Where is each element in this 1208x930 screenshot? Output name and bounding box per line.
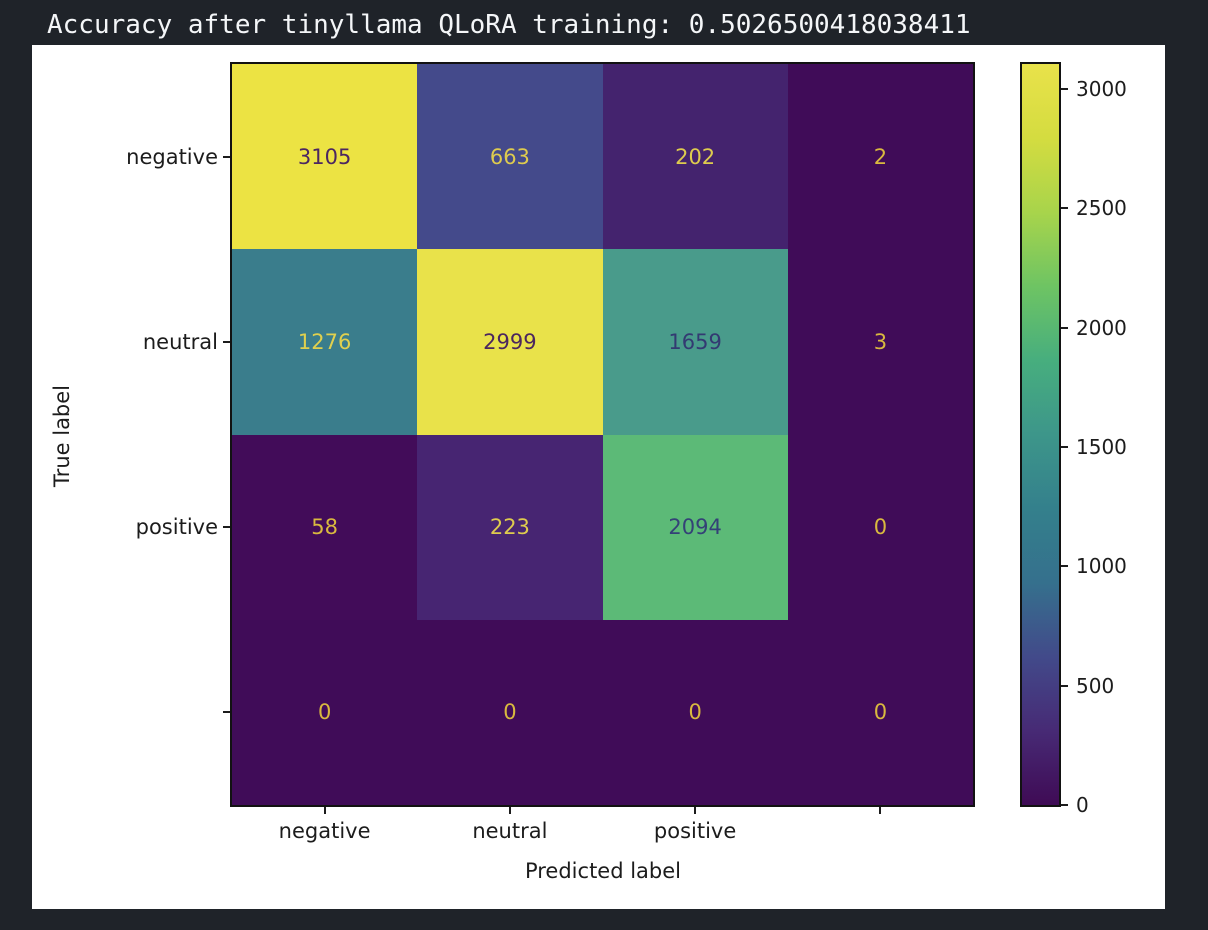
confusion-matrix-cell: 58 bbox=[232, 434, 418, 620]
confusion-matrix-cell: 663 bbox=[417, 64, 603, 250]
colorbar-tick-mark bbox=[1061, 326, 1068, 329]
confusion-matrix-cell: 3 bbox=[787, 249, 973, 435]
x-tick-label bbox=[800, 818, 960, 844]
accuracy-text-line: Accuracy after tinyllama QLoRA training:… bbox=[47, 10, 971, 40]
confusion-matrix-cell: 3105 bbox=[232, 64, 418, 250]
confusion-matrix-cell: 2 bbox=[787, 64, 973, 250]
confusion-matrix-cell: 0 bbox=[787, 434, 973, 620]
x-tick-label: negative bbox=[278, 819, 371, 843]
y-tick-label bbox=[32, 698, 218, 726]
confusion-matrix-cell: 223 bbox=[417, 434, 603, 620]
confusion-matrix-heatmap: 3105 663 202 2 1276 2999 1659 3 58 223 2094 0 0 0 0 0 bbox=[230, 62, 975, 807]
confusion-matrix-cell: 1276 bbox=[232, 249, 418, 435]
colorbar-tick-label: 1000 bbox=[1076, 554, 1127, 579]
colorbar-tick-mark bbox=[1061, 88, 1068, 91]
colorbar-tick-label: 3000 bbox=[1076, 77, 1127, 102]
x-tick-label: positive bbox=[653, 819, 737, 843]
colorbar bbox=[1020, 62, 1061, 807]
x-tick-mark bbox=[508, 807, 511, 814]
colorbar-tick-label: 500 bbox=[1076, 673, 1115, 698]
colorbar-tick-mark bbox=[1061, 565, 1068, 568]
y-tick-label: neutral bbox=[142, 329, 218, 354]
colorbar-tick-mark bbox=[1061, 804, 1068, 806]
colorbar-tick-label: 0 bbox=[1076, 793, 1089, 817]
colorbar-tick-mark bbox=[1061, 446, 1068, 449]
confusion-matrix-cell: 0 bbox=[417, 619, 603, 805]
x-axis-title: Predicted label bbox=[524, 859, 682, 883]
confusion-matrix-cell: 202 bbox=[602, 64, 788, 250]
confusion-matrix-cell: 2999 bbox=[417, 249, 603, 435]
y-tick-label: positive bbox=[135, 515, 218, 540]
confusion-matrix-cell: 1659 bbox=[602, 249, 788, 435]
confusion-matrix-cell: 0 bbox=[787, 619, 973, 805]
colorbar-tick-label: 2000 bbox=[1076, 315, 1127, 340]
colorbar-tick-label: 2500 bbox=[1076, 196, 1127, 221]
y-tick-mark bbox=[223, 526, 230, 529]
x-tick-label: neutral bbox=[472, 819, 548, 843]
y-tick-mark bbox=[223, 155, 230, 158]
colorbar-tick-label: 1500 bbox=[1076, 435, 1127, 460]
y-tick-mark bbox=[223, 711, 230, 714]
colorbar-tick-mark bbox=[1061, 684, 1068, 687]
y-tick-label: negative bbox=[126, 144, 218, 169]
matplotlib-figure: True label 3105 663 202 2 1276 2999 1659 3 58 223… bbox=[32, 45, 1165, 909]
y-axis-title: True label bbox=[50, 384, 74, 488]
x-tick-mark bbox=[694, 807, 697, 814]
confusion-matrix-cell: 2094 bbox=[602, 434, 788, 620]
x-tick-mark bbox=[879, 807, 882, 814]
x-tick-mark bbox=[323, 807, 326, 814]
confusion-matrix-cell: 0 bbox=[232, 619, 418, 805]
confusion-matrix-cell: 0 bbox=[602, 619, 788, 805]
y-tick-mark bbox=[223, 340, 230, 343]
colorbar-tick-mark bbox=[1061, 207, 1068, 210]
